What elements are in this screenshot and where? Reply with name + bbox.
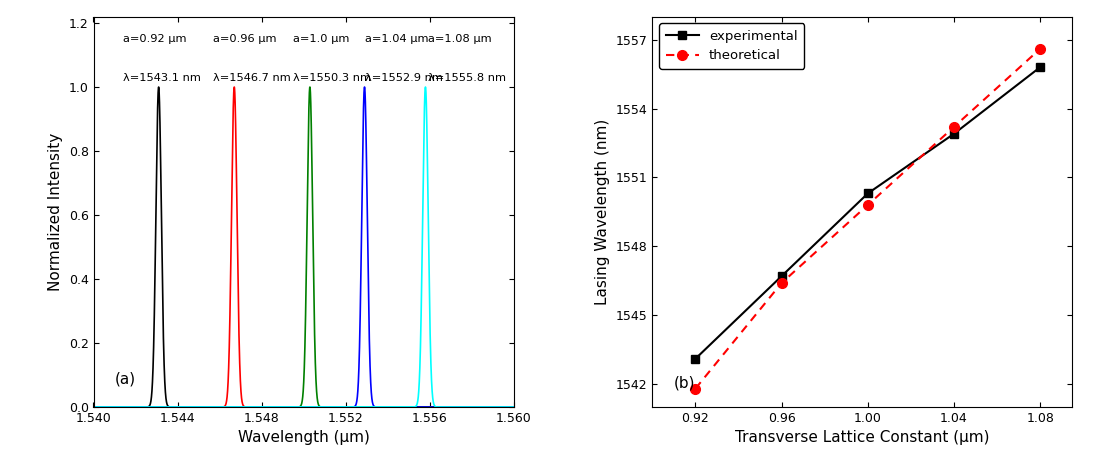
experimental — [776, 273, 789, 279]
theoretical — [776, 280, 789, 286]
Text: a=0.96 μm: a=0.96 μm — [213, 34, 277, 44]
experimental — [689, 356, 702, 362]
Text: λ=1543.1 nm: λ=1543.1 nm — [123, 73, 201, 83]
Text: (b): (b) — [673, 376, 695, 390]
Text: λ=1546.7 nm: λ=1546.7 nm — [213, 73, 292, 83]
Y-axis label: Lasing Wavelength (nm): Lasing Wavelength (nm) — [595, 119, 610, 305]
experimental — [947, 131, 960, 137]
Legend: experimental, theoretical: experimental, theoretical — [659, 23, 804, 69]
X-axis label: Wavelength (μm): Wavelength (μm) — [238, 430, 370, 446]
Text: λ=1550.3 nm: λ=1550.3 nm — [293, 73, 371, 83]
Text: a=1.0 μm: a=1.0 μm — [293, 34, 350, 44]
theoretical — [1034, 46, 1047, 52]
Text: a=1.08 μm: a=1.08 μm — [428, 34, 492, 44]
theoretical — [861, 202, 875, 208]
theoretical — [947, 124, 960, 130]
Text: λ=1552.9 nm: λ=1552.9 nm — [364, 73, 442, 83]
Line: experimental: experimental — [692, 63, 1044, 363]
Text: (a): (a) — [114, 372, 135, 387]
experimental — [1034, 64, 1047, 70]
X-axis label: Transverse Lattice Constant (μm): Transverse Lattice Constant (μm) — [735, 430, 990, 446]
Text: a=1.04 μm: a=1.04 μm — [364, 34, 428, 44]
Line: theoretical: theoretical — [691, 44, 1045, 394]
theoretical — [689, 386, 702, 391]
experimental — [861, 190, 875, 196]
Y-axis label: Normalized Intensity: Normalized Intensity — [48, 133, 63, 291]
Text: a=0.92 μm: a=0.92 μm — [123, 34, 186, 44]
Text: λ=1555.8 nm: λ=1555.8 nm — [428, 73, 506, 83]
